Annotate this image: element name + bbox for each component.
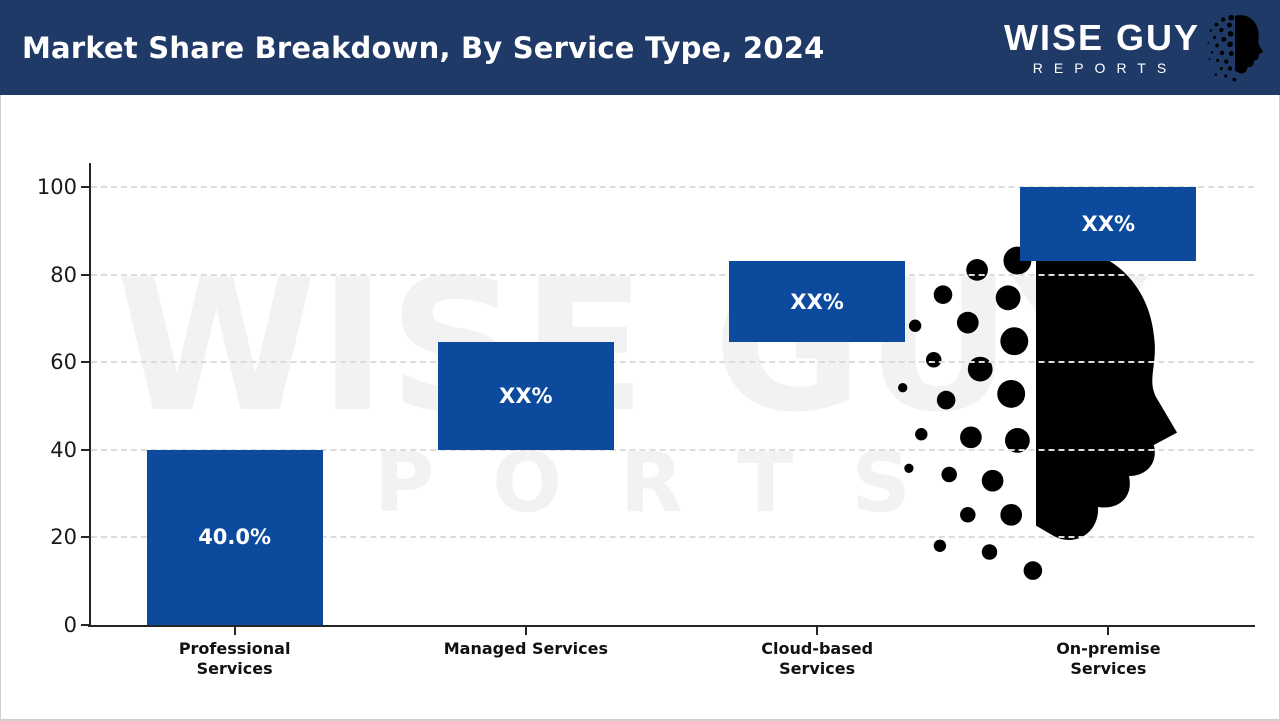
wiseguy-head-icon <box>1204 10 1266 86</box>
y-tick-label: 20 <box>50 525 77 550</box>
y-axis-line <box>89 163 91 627</box>
gridline <box>91 361 1254 364</box>
y-tick-mark <box>81 186 89 188</box>
waterfall-chart: 0 20 40 60 80 100 40.0% Professional Services XX%… <box>1 95 1279 719</box>
x-axis-label: Professional Services <box>105 639 365 679</box>
x-axis-label-line: On-premise <box>1056 639 1161 658</box>
wiseguy-logo-text: WISE GUY REPORTS <box>1003 17 1200 76</box>
x-axis-label-line: Managed Services <box>443 639 609 658</box>
x-axis-line <box>88 625 1255 627</box>
x-tick-mark <box>1107 627 1110 635</box>
y-tick-label: 80 <box>50 262 77 287</box>
y-tick-mark <box>81 361 89 364</box>
header: Market Share Breakdown, By Service Type,… <box>0 0 1280 95</box>
x-tick-mark <box>233 627 236 635</box>
y-tick-mark <box>81 624 89 626</box>
y-tick-mark <box>81 273 89 276</box>
x-axis-label: Managed Services <box>396 639 656 659</box>
y-tick-label: 60 <box>50 350 77 375</box>
bar-value-label: 40.0% <box>198 525 272 550</box>
x-axis-label-line: Cloud-based <box>761 639 874 658</box>
bar-segment: 40.0% <box>146 449 323 625</box>
logo-brand-subtitle: REPORTS <box>1032 60 1178 76</box>
gridline <box>91 448 1254 451</box>
bar-segment: XX% <box>437 342 614 450</box>
x-axis-label-line: Professional <box>178 639 291 658</box>
y-tick-mark <box>81 448 89 451</box>
logo-brand-name: WISE GUY <box>1003 17 1200 58</box>
x-axis-label-line: Services <box>196 659 273 678</box>
y-tick-label: 0 <box>63 613 77 637</box>
bar-value-label: XX% <box>790 289 844 314</box>
x-axis-label-line: Services <box>779 659 856 678</box>
x-tick-mark <box>816 627 819 635</box>
x-axis-label: Cloud-based Services <box>687 639 947 679</box>
wiseguy-logo: WISE GUY REPORTS <box>1004 10 1280 86</box>
chart-card: WISE GUY REPORTS 0 20 40 60 80 100 40.0% Profes… <box>0 95 1280 721</box>
gridline <box>91 536 1254 539</box>
y-tick-mark <box>81 536 89 539</box>
x-axis-label-line: Services <box>1070 659 1147 678</box>
bar-value-label: XX% <box>1081 212 1136 237</box>
x-tick-mark <box>524 627 527 635</box>
bar-value-label: XX% <box>499 384 553 409</box>
y-tick-label: 40 <box>50 437 77 462</box>
bar-segment: XX% <box>1020 187 1197 262</box>
x-axis-label: On-premise Services <box>978 639 1238 679</box>
page-title: Market Share Breakdown, By Service Type,… <box>22 30 825 65</box>
y-tick-label: 100 <box>36 175 77 199</box>
gridline <box>91 273 1254 276</box>
bar-segment: XX% <box>729 261 906 343</box>
gridline <box>91 186 1254 188</box>
